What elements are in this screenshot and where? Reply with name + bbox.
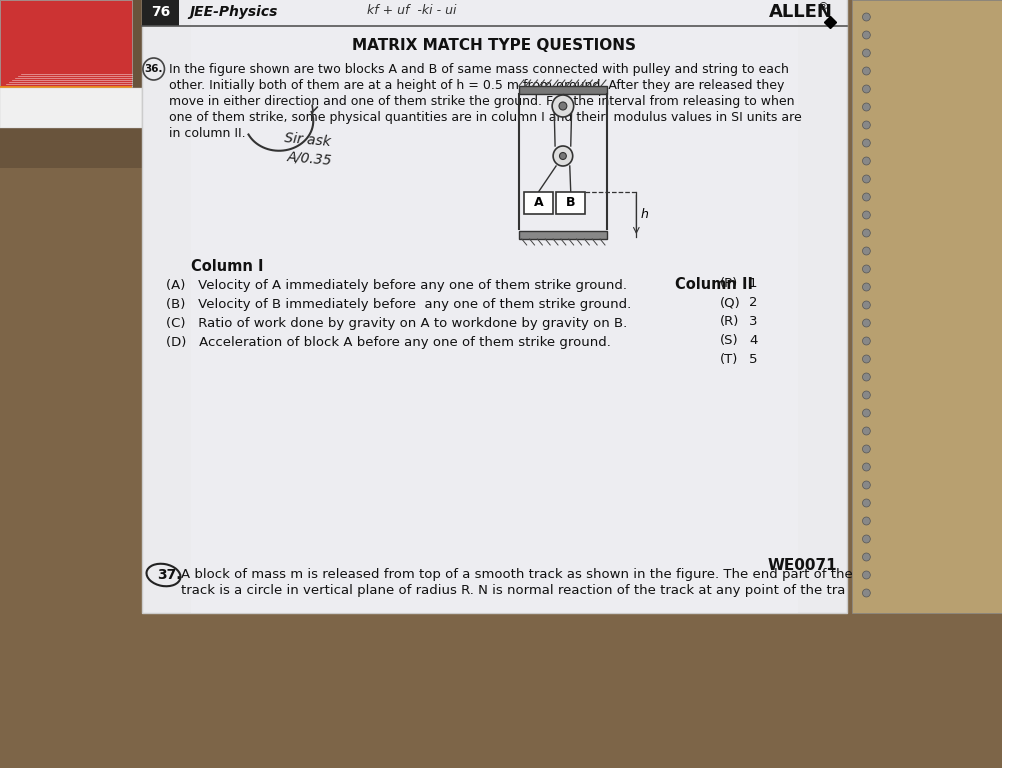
FancyBboxPatch shape	[519, 231, 607, 239]
FancyBboxPatch shape	[519, 86, 607, 94]
Text: (C)   Ratio of work done by gravity on A to workdone by gravity on B.: (C) Ratio of work done by gravity on A t…	[167, 317, 628, 330]
Text: Column II: Column II	[676, 277, 754, 292]
Text: track is a circle in vertical plane of radius R. N is normal reaction of the tra: track is a circle in vertical plane of r…	[181, 584, 846, 597]
Text: (P): (P)	[720, 277, 738, 290]
Text: MATRIX MATCH TYPE QUESTIONS: MATRIX MATCH TYPE QUESTIONS	[352, 38, 636, 54]
Circle shape	[862, 427, 870, 435]
Text: Column I: Column I	[190, 259, 263, 274]
Circle shape	[862, 157, 870, 165]
Circle shape	[862, 49, 870, 57]
Text: (Q): (Q)	[720, 296, 740, 309]
Circle shape	[862, 445, 870, 453]
Polygon shape	[0, 0, 489, 168]
Text: A/0.35: A/0.35	[287, 149, 333, 167]
Circle shape	[553, 146, 572, 166]
Circle shape	[862, 589, 870, 597]
Circle shape	[862, 283, 870, 291]
FancyBboxPatch shape	[523, 192, 553, 214]
Circle shape	[862, 121, 870, 129]
Circle shape	[862, 193, 870, 201]
Circle shape	[862, 211, 870, 219]
Circle shape	[862, 31, 870, 39]
Circle shape	[862, 391, 870, 399]
Text: (T): (T)	[720, 353, 738, 366]
Circle shape	[862, 535, 870, 543]
Circle shape	[862, 139, 870, 147]
Text: WE0071: WE0071	[767, 558, 837, 573]
Circle shape	[862, 103, 870, 111]
FancyBboxPatch shape	[0, 88, 142, 128]
Text: (R): (R)	[720, 315, 739, 328]
Text: Sir ask: Sir ask	[284, 131, 332, 149]
Text: h: h	[640, 208, 648, 221]
Text: 36.: 36.	[144, 64, 163, 74]
Text: 37.: 37.	[157, 568, 181, 582]
Text: 1: 1	[749, 277, 758, 290]
Text: A: A	[534, 197, 544, 210]
Circle shape	[862, 67, 870, 75]
Circle shape	[862, 409, 870, 417]
Circle shape	[862, 571, 870, 579]
Circle shape	[862, 247, 870, 255]
Text: 4: 4	[749, 334, 758, 347]
Circle shape	[862, 265, 870, 273]
Text: (S): (S)	[720, 334, 738, 347]
FancyBboxPatch shape	[142, 0, 179, 26]
Text: 3: 3	[749, 315, 758, 328]
Text: 2: 2	[749, 296, 758, 309]
Circle shape	[143, 58, 165, 80]
Circle shape	[862, 481, 870, 489]
FancyBboxPatch shape	[852, 0, 1002, 613]
Text: 5: 5	[749, 353, 758, 366]
Text: one of them strike, some physical quantities are in column I and their  modulus : one of them strike, some physical quanti…	[169, 111, 802, 124]
Circle shape	[862, 13, 870, 21]
Text: kf + uf  -ki - ui: kf + uf -ki - ui	[368, 4, 457, 16]
Text: (D)   Acceleration of block A before any one of them strike ground.: (D) Acceleration of block A before any o…	[167, 336, 611, 349]
Text: B: B	[566, 197, 575, 210]
Circle shape	[862, 301, 870, 309]
Text: move in either direction and one of them strike the ground. For, the interval fr: move in either direction and one of them…	[169, 95, 795, 108]
Circle shape	[559, 153, 566, 160]
Circle shape	[559, 102, 567, 110]
Text: A block of mass m is released from top of a smooth track as shown in the figure.: A block of mass m is released from top o…	[181, 568, 853, 581]
FancyBboxPatch shape	[0, 86, 132, 98]
Text: ALLEN: ALLEN	[768, 3, 833, 21]
Polygon shape	[0, 0, 1002, 168]
Text: In the figure shown are two blocks A and B of same mass connected with pulley an: In the figure shown are two blocks A and…	[169, 63, 790, 76]
FancyBboxPatch shape	[190, 0, 798, 613]
Text: Sir copy 160: Sir copy 160	[685, 41, 764, 61]
Circle shape	[862, 175, 870, 183]
Text: other. Initially both of them are at a height of h = 0.5 m from ground. After th: other. Initially both of them are at a h…	[169, 79, 784, 92]
FancyBboxPatch shape	[142, 0, 847, 613]
Circle shape	[862, 355, 870, 363]
Text: JEE-Physics: JEE-Physics	[189, 5, 278, 19]
Text: in column II.: in column II.	[169, 127, 246, 140]
Circle shape	[862, 373, 870, 381]
Circle shape	[862, 337, 870, 345]
Text: (A)   Velocity of A immediately before any one of them strike ground.: (A) Velocity of A immediately before any…	[167, 279, 628, 292]
Circle shape	[862, 499, 870, 507]
Text: 76: 76	[151, 5, 170, 19]
Text: (B)   Velocity of B immediately before  any one of them strike ground.: (B) Velocity of B immediately before any…	[167, 298, 632, 311]
Text: ®: ®	[817, 2, 828, 12]
FancyBboxPatch shape	[0, 0, 132, 88]
Polygon shape	[0, 0, 1002, 768]
FancyBboxPatch shape	[556, 192, 586, 214]
Circle shape	[552, 95, 573, 117]
Circle shape	[862, 463, 870, 471]
Circle shape	[862, 85, 870, 93]
Circle shape	[862, 229, 870, 237]
Circle shape	[862, 553, 870, 561]
Circle shape	[862, 517, 870, 525]
Circle shape	[862, 319, 870, 327]
Polygon shape	[196, 0, 588, 168]
